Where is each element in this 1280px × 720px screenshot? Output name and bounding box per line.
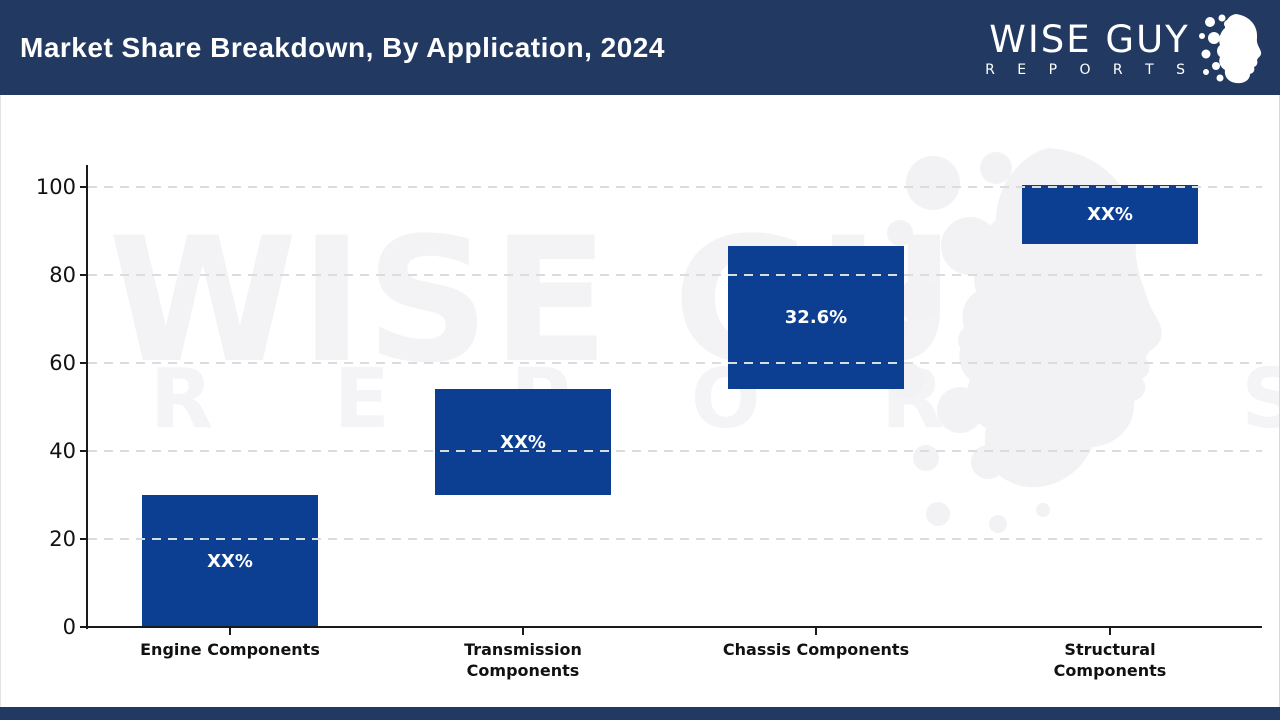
y-axis-tick <box>80 450 88 452</box>
header-band: Market Share Breakdown, By Application, … <box>0 0 1280 95</box>
bar-value-label: XX% <box>500 431 546 453</box>
y-axis-tick-label: 40 <box>49 439 76 463</box>
bar-segment: XX% <box>1022 184 1198 245</box>
gridline <box>88 186 1262 188</box>
footer-band <box>0 707 1280 720</box>
x-axis-category-label: Engine Components <box>140 640 320 659</box>
gridline <box>88 362 1262 364</box>
x-axis-tick <box>815 627 817 635</box>
x-axis-tick <box>1109 627 1111 635</box>
x-axis-category-label: Chassis Components <box>722 640 910 659</box>
page-title: Market Share Breakdown, By Application, … <box>20 31 665 63</box>
x-axis-category-label: Structural Components <box>1053 640 1167 680</box>
bar-value-label: XX% <box>207 550 253 572</box>
x-axis-line <box>86 626 1262 628</box>
y-axis-tick-label: 100 <box>35 175 76 199</box>
bar-segment: 32.6% <box>728 245 904 389</box>
logo-text: WISE GUY R E P O R T S <box>985 18 1194 79</box>
y-axis-line <box>86 165 88 629</box>
bar-segment: XX% <box>435 389 611 495</box>
y-axis-tick <box>80 538 88 540</box>
x-axis-tick <box>522 627 524 635</box>
chart-plot-area: 0 20 40 60 80 100 XX% XX% 32.6% XX% Engine Compone… <box>0 95 1280 706</box>
bar-segment: XX% <box>142 495 318 627</box>
logo-reports-label: R E P O R T S <box>985 62 1194 78</box>
y-axis-tick-label: 0 <box>62 615 76 639</box>
logo-head-icon <box>1199 14 1262 84</box>
y-axis-tick <box>80 362 88 364</box>
y-axis-tick-label: 60 <box>49 351 76 375</box>
bar-value-label: 32.6% <box>784 306 848 328</box>
gridline <box>88 538 1262 540</box>
y-axis-tick <box>80 186 88 188</box>
logo-wiseguy-label: WISE GUY <box>989 18 1190 61</box>
wise-guy-reports-logo: WISE GUY R E P O R T S <box>985 8 1262 88</box>
y-axis-tick-label: 20 <box>49 527 76 551</box>
y-axis-tick <box>80 626 88 628</box>
y-axis-tick <box>80 274 88 276</box>
gridline <box>88 274 1262 276</box>
bar-value-label: XX% <box>1087 203 1133 225</box>
y-axis-tick-label: 80 <box>49 263 76 287</box>
x-axis-category-label: Transmission Components <box>464 640 582 680</box>
x-axis-tick <box>229 627 231 635</box>
left-border <box>0 95 1 707</box>
gridline <box>88 450 1262 452</box>
